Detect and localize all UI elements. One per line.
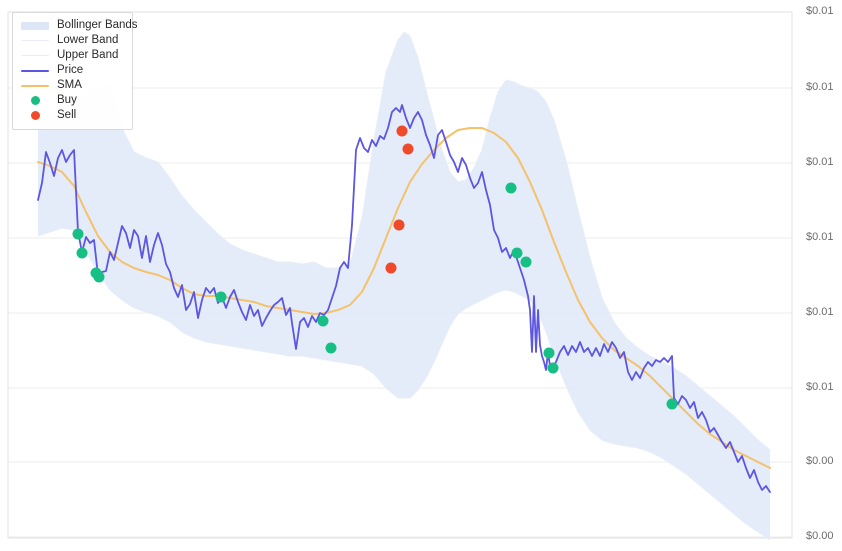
sma-line (37, 127, 771, 469)
lower-band-line (37, 227, 771, 541)
chart-legend[interactable]: Bollinger Bands Lower Band Upper Band Price… (12, 12, 138, 130)
legend-item-label: Upper Band (57, 49, 119, 61)
legend-symbol (21, 40, 49, 41)
sell-marker[interactable] (385, 262, 397, 274)
sell-marker[interactable] (402, 143, 414, 155)
upper-band-line (37, 31, 771, 451)
legend-symbol (21, 69, 49, 72)
legend-item-sma[interactable]: SMA (20, 78, 123, 93)
legend-swatch-icon (20, 64, 50, 78)
sell-marker[interactable] (393, 219, 405, 231)
y-axis-tick-label: $0.00 (806, 530, 834, 542)
buy-marker[interactable] (520, 256, 532, 268)
buy-marker[interactable] (543, 347, 555, 359)
legend-item-upper-band[interactable]: Upper Band (20, 48, 123, 63)
legend-swatch-icon (20, 34, 50, 48)
legend-swatch-icon (20, 49, 50, 63)
legend-swatch-icon (20, 79, 50, 93)
buy-marker[interactable] (666, 398, 678, 410)
legend-item-label: Sell (57, 109, 77, 121)
legend-symbol (21, 84, 49, 87)
y-axis-tick-label: $0.01 (806, 306, 834, 318)
legend-item-sell[interactable]: Sell (20, 108, 123, 123)
buy-markers (72, 182, 678, 410)
bollinger-band-fill (38, 32, 770, 540)
legend-item-label: Buy (57, 94, 77, 106)
buy-marker[interactable] (547, 362, 559, 374)
legend-swatch-icon (20, 94, 50, 108)
sell-marker[interactable] (396, 125, 408, 137)
legend-item-lower-band[interactable]: Lower Band (20, 33, 123, 48)
buy-marker[interactable] (505, 182, 517, 194)
legend-item-label: Bollinger Bands (57, 19, 138, 31)
y-axis-tick-label: $0.01 (806, 231, 834, 243)
legend-symbol (21, 55, 49, 56)
legend-symbol (21, 21, 49, 30)
plot-border (7, 11, 793, 539)
buy-marker[interactable] (317, 315, 329, 327)
legend-swatch-icon (20, 109, 50, 123)
buy-marker[interactable] (511, 247, 523, 259)
buy-marker[interactable] (325, 342, 337, 354)
y-axis-tick-label: $0.01 (806, 81, 834, 93)
legend-symbol (30, 111, 40, 120)
buy-marker[interactable] (76, 247, 88, 259)
y-axis-tick-label: $0.01 (806, 156, 834, 168)
buy-marker[interactable] (72, 228, 84, 240)
y-axis-tick-label: $0.00 (806, 455, 834, 467)
legend-item-price[interactable]: Price (20, 63, 123, 78)
price-line (37, 104, 771, 493)
sell-markers (385, 125, 414, 274)
legend-item-label: Price (57, 64, 84, 76)
legend-item-label: Lower Band (57, 34, 119, 46)
buy-marker[interactable] (215, 291, 227, 303)
legend-item-buy[interactable]: Buy (20, 93, 123, 108)
y-axis-tick-label: $0.01 (806, 381, 834, 393)
legend-swatch-icon (20, 19, 50, 33)
legend-symbol (30, 96, 40, 105)
y-axis-tick-label: $0.01 (806, 5, 834, 17)
legend-item-label: SMA (57, 79, 82, 91)
buy-marker[interactable] (93, 271, 105, 283)
legend-item-bollinger-bands[interactable]: Bollinger Bands (20, 18, 138, 33)
